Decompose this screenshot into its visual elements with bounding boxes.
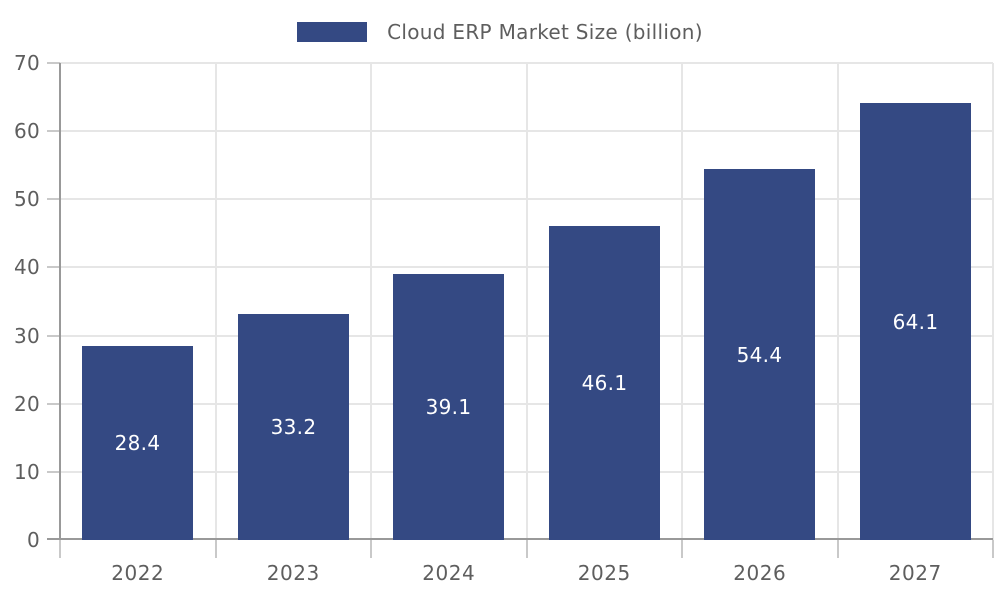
bar-value-label: 46.1 bbox=[581, 371, 628, 395]
y-axis-label: 70 bbox=[13, 51, 40, 75]
y-tick-mark bbox=[47, 470, 60, 473]
bar-value-label: 39.1 bbox=[425, 395, 472, 419]
y-axis-label: 50 bbox=[13, 187, 40, 212]
gridline-x bbox=[992, 63, 994, 540]
bar-value-label: 54.4 bbox=[736, 342, 783, 367]
gridline-x bbox=[525, 63, 528, 540]
y-tick-mark bbox=[47, 334, 60, 337]
bar: 33.2 bbox=[238, 314, 349, 540]
y-tick-mark bbox=[47, 198, 60, 201]
x-tick-mark bbox=[525, 540, 528, 558]
gridline-x bbox=[681, 63, 683, 540]
bar: 39.1 bbox=[393, 274, 504, 540]
x-tick-mark bbox=[59, 540, 61, 558]
y-axis-label: 0 bbox=[26, 528, 40, 552]
bar: 28.4 bbox=[82, 346, 193, 540]
y-tick-mark bbox=[47, 130, 60, 133]
legend: Cloud ERP Market Size (billion) bbox=[0, 20, 1000, 44]
bar-value-label: 33.2 bbox=[270, 415, 317, 439]
x-tick-mark bbox=[681, 540, 683, 558]
y-axis-label: 10 bbox=[13, 459, 40, 484]
bar-value-label: 28.4 bbox=[114, 431, 161, 455]
y-tick-mark bbox=[47, 266, 60, 269]
bar: 64.1 bbox=[860, 103, 971, 540]
y-axis-label: 60 bbox=[13, 119, 40, 144]
y-tick-mark bbox=[47, 402, 60, 405]
x-tick-mark bbox=[370, 540, 372, 558]
legend-label: Cloud ERP Market Size (billion) bbox=[387, 20, 703, 44]
x-axis-label: 2023 bbox=[266, 561, 320, 585]
y-axis-label: 30 bbox=[13, 323, 40, 348]
legend-swatch bbox=[297, 22, 368, 42]
bar: 46.1 bbox=[549, 226, 660, 540]
x-tick-mark bbox=[214, 540, 217, 558]
x-axis-label: 2026 bbox=[733, 561, 787, 585]
x-axis-label: 2025 bbox=[577, 561, 631, 585]
x-axis-label: 2022 bbox=[111, 561, 165, 585]
gridline-x bbox=[214, 63, 217, 540]
gridline-x bbox=[370, 63, 372, 540]
y-tick-mark bbox=[47, 62, 60, 64]
gridline-x bbox=[836, 63, 839, 540]
y-axis-line bbox=[59, 63, 61, 540]
x-tick-mark bbox=[992, 540, 994, 558]
x-axis-label: 2024 bbox=[422, 561, 476, 585]
bar-value-label: 64.1 bbox=[892, 309, 939, 334]
bar: 54.4 bbox=[704, 169, 815, 540]
x-axis-line bbox=[47, 538, 993, 540]
plot-area: 0 10 20 30 40 50 60 70 28.4 2022 33.2 2023 39.1 2024 4… bbox=[14, 51, 994, 585]
y-axis-label: 20 bbox=[13, 391, 40, 416]
x-tick-mark bbox=[836, 540, 839, 558]
x-axis-label: 2027 bbox=[888, 561, 942, 585]
y-axis-label: 40 bbox=[13, 255, 40, 280]
